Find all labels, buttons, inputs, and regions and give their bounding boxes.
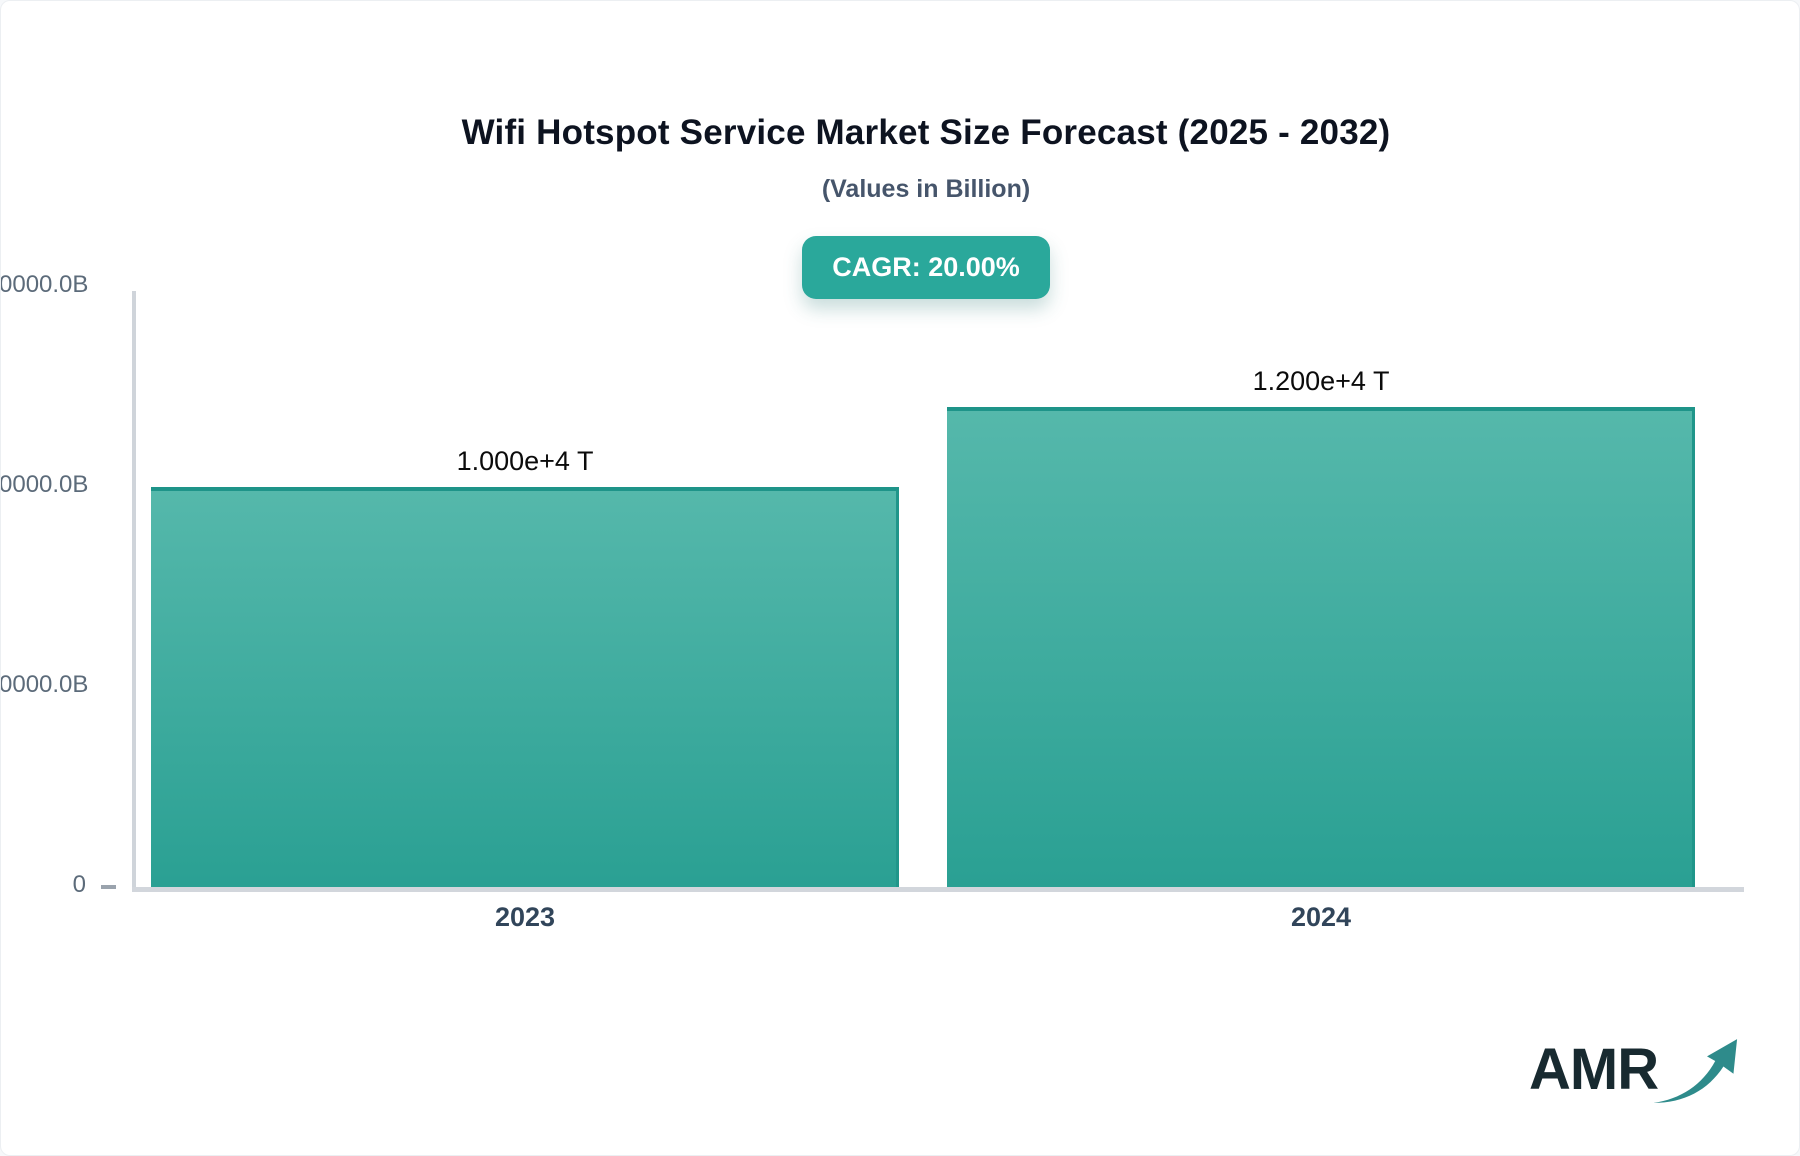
cagr-badge: CAGR: 20.00% (802, 236, 1050, 299)
y-tick-label: 0000.0B (0, 271, 89, 298)
x-tick-label-2024: 2024 (1290, 902, 1352, 932)
growth-arrow-icon (1653, 1039, 1738, 1103)
zero-tick-mark (101, 885, 116, 889)
y-tick-label: 0 (72, 871, 86, 898)
y-tick-label: 0000.0B (0, 471, 89, 498)
amr-logo-text: AMR (1529, 1037, 1659, 1102)
y-axis-line (132, 291, 136, 889)
chart-subtitle: (Values in Billion) (821, 175, 1031, 203)
amr-logo: AMR (1529, 1026, 1739, 1116)
x-axis-baseline (132, 887, 1744, 892)
chart-title: Wifi Hotspot Service Market Size Forecas… (461, 113, 1391, 152)
bar-2024 (947, 407, 1695, 887)
chart-header: Wifi Hotspot Service Market Size Forecas… (51, 1, 1799, 299)
y-tick-label: 0000.0B (0, 671, 89, 698)
bar-value-label-2023: 1.000e+4 T (456, 446, 594, 476)
bar-2023 (151, 487, 899, 887)
bar-value-label-2024: 1.200e+4 T (1252, 366, 1390, 396)
x-tick-label-2023: 2023 (494, 902, 556, 932)
